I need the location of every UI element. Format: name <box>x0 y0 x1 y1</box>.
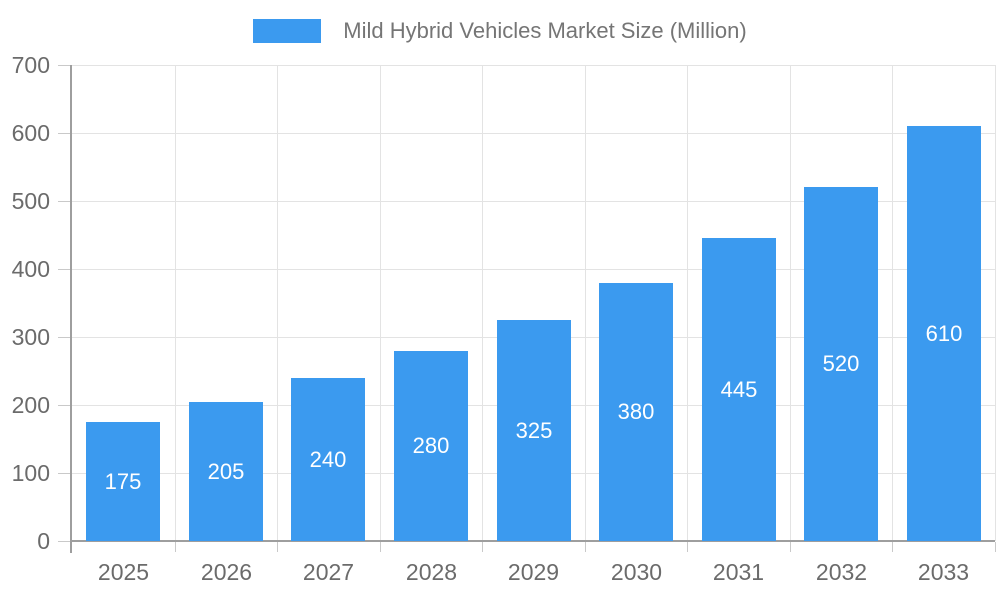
y-axis-tick <box>58 473 72 474</box>
gridline-horizontal <box>72 201 995 202</box>
x-axis-label: 2028 <box>405 559 458 585</box>
bar-2027[interactable]: 240 <box>291 378 365 541</box>
y-axis-tick <box>58 133 72 134</box>
x-axis-label: 2027 <box>302 559 355 585</box>
bar-2028[interactable]: 280 <box>394 351 468 541</box>
bar-2026[interactable]: 205 <box>189 402 263 541</box>
x-axis-tick <box>585 542 586 552</box>
y-axis-label: 300 <box>11 324 50 350</box>
y-axis-label: 100 <box>11 460 50 486</box>
gridline-vertical <box>482 65 483 541</box>
bar-value-label: 520 <box>822 351 860 376</box>
bar-2025[interactable]: 175 <box>86 422 160 541</box>
bar-2031[interactable]: 445 <box>702 238 776 541</box>
bar-value-label: 240 <box>309 446 347 472</box>
bar-value-label: 380 <box>617 399 655 424</box>
y-axis-label: 400 <box>11 256 50 282</box>
x-axis-label: 2025 <box>97 559 150 585</box>
x-axis-label: 2031 <box>712 559 765 585</box>
y-axis-line <box>70 65 72 553</box>
y-axis-label: 500 <box>11 188 50 214</box>
bar-value-label: 175 <box>104 468 142 494</box>
x-axis-label: 2030 <box>610 559 663 585</box>
bar-2029[interactable]: 325 <box>497 320 571 541</box>
bar-value-label: 610 <box>925 320 963 346</box>
y-axis-tick <box>58 65 72 66</box>
gridline-horizontal <box>72 65 995 66</box>
bar-value-label: 325 <box>515 417 553 443</box>
bar-2032[interactable]: 520 <box>804 187 878 541</box>
x-axis-tick <box>995 542 996 552</box>
x-axis-tick <box>277 542 278 552</box>
bar-2030[interactable]: 380 <box>599 283 673 541</box>
gridline-horizontal <box>72 269 995 270</box>
x-axis-label: 2032 <box>815 559 868 585</box>
gridline-vertical <box>790 65 791 541</box>
bar-value-label: 280 <box>412 433 450 458</box>
x-axis-tick <box>892 542 893 552</box>
bar-2033[interactable]: 610 <box>907 126 981 541</box>
y-axis-label: 600 <box>11 120 50 146</box>
y-axis-label: 700 <box>11 52 50 78</box>
gridline-vertical <box>277 65 278 541</box>
gridline-vertical <box>687 65 688 541</box>
bar-value-label: 445 <box>720 376 758 402</box>
x-axis-label: 2033 <box>917 559 970 585</box>
x-axis-tick <box>175 542 176 552</box>
y-axis-tick <box>58 337 72 338</box>
y-axis-tick <box>58 541 72 542</box>
gridline-vertical <box>585 65 586 541</box>
legend-item[interactable]: Mild Hybrid Vehicles Market Size (Millio… <box>0 18 1000 44</box>
x-axis-label: 2029 <box>507 559 560 585</box>
gridline-vertical <box>380 65 381 541</box>
x-axis-tick <box>790 542 791 552</box>
x-axis-tick <box>687 542 688 552</box>
gridline-horizontal <box>72 133 995 134</box>
legend-swatch <box>253 19 322 43</box>
x-axis-tick <box>380 542 381 552</box>
y-axis-tick <box>58 201 72 202</box>
gridline-vertical <box>892 65 893 541</box>
x-axis-line <box>70 540 995 542</box>
y-axis-tick <box>58 405 72 406</box>
y-axis-label: 0 <box>37 528 50 554</box>
gridline-vertical <box>995 65 996 541</box>
y-axis-tick <box>58 269 72 270</box>
y-axis-label: 200 <box>11 392 50 418</box>
legend-label: Mild Hybrid Vehicles Market Size (Millio… <box>343 18 747 43</box>
x-axis-tick <box>482 542 483 552</box>
gridline-vertical <box>175 65 176 541</box>
x-axis-label: 2026 <box>200 559 253 585</box>
bar-value-label: 205 <box>207 458 245 484</box>
